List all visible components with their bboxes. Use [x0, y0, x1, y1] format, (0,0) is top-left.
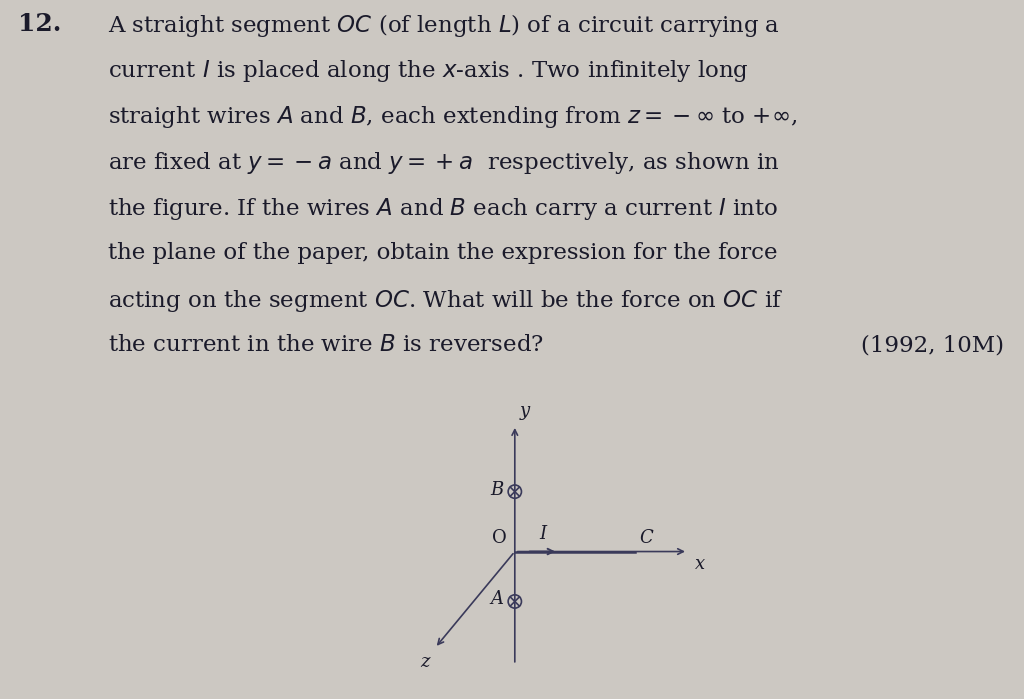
Text: x: x [694, 555, 705, 573]
Text: y: y [519, 402, 529, 419]
Text: the plane of the paper, obtain the expression for the force: the plane of the paper, obtain the expre… [108, 242, 777, 264]
Text: are fixed at $y=-a$ and $y=+a$  respectively, as shown in: are fixed at $y=-a$ and $y=+a$ respectiv… [108, 150, 779, 176]
Text: A: A [490, 591, 504, 608]
Text: current $I$ is placed along the $x$-axis . Two infinitely long: current $I$ is placed along the $x$-axis… [108, 58, 749, 84]
Text: A straight segment $OC$ (of length $L$) of a circuit carrying a: A straight segment $OC$ (of length $L$) … [108, 12, 779, 38]
Text: z: z [420, 654, 430, 672]
Text: 12.: 12. [18, 12, 61, 36]
Text: the figure. If the wires $A$ and $B$ each carry a current $I$ into: the figure. If the wires $A$ and $B$ eac… [108, 196, 778, 222]
Text: I: I [540, 525, 547, 543]
Text: B: B [490, 481, 504, 498]
Text: the current in the wire $B$ is reversed?: the current in the wire $B$ is reversed? [108, 334, 544, 356]
Text: acting on the segment $OC$. What will be the force on $OC$ if: acting on the segment $OC$. What will be… [108, 288, 782, 314]
Text: (1992, 10M): (1992, 10M) [860, 334, 1004, 356]
Text: O: O [493, 529, 507, 547]
Text: straight wires $A$ and $B$, each extending from $z=-\infty$ to $+\infty$,: straight wires $A$ and $B$, each extendi… [108, 104, 797, 130]
Text: C: C [639, 529, 653, 547]
